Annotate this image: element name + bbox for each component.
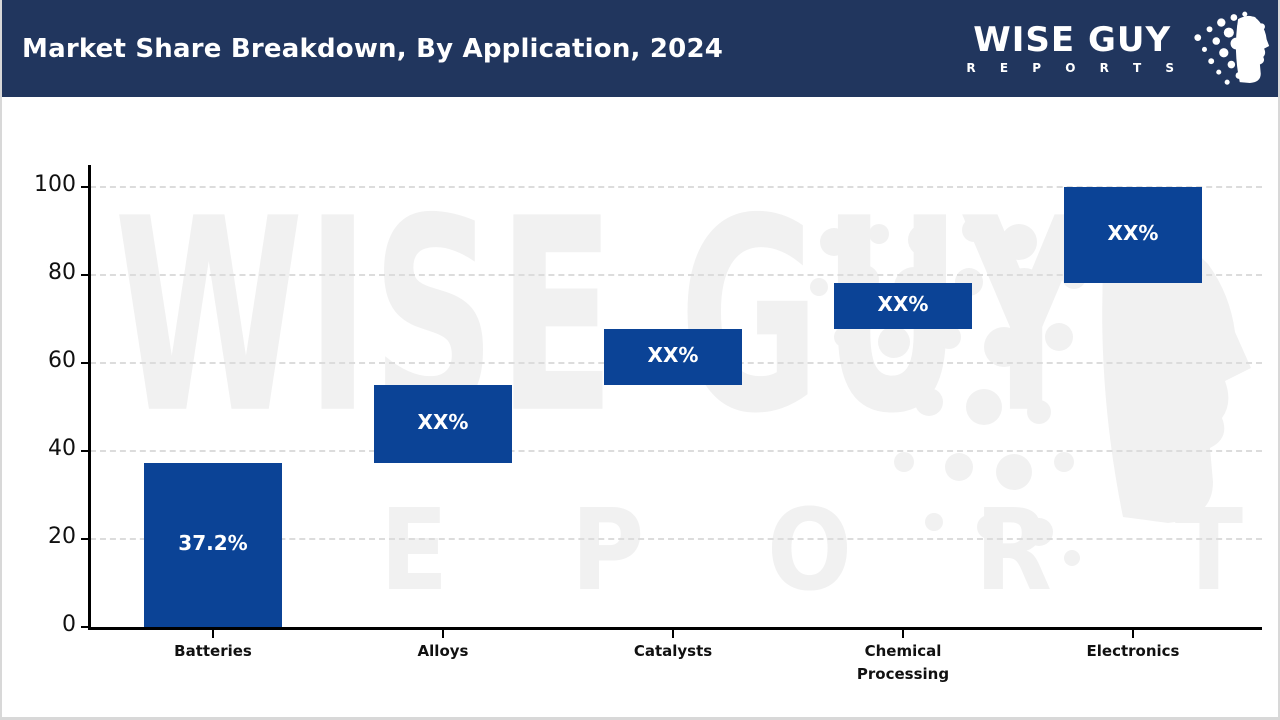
- y-axis-line: [88, 165, 91, 630]
- bar-value-label: XX%: [1107, 220, 1159, 245]
- watermark-dot: [1001, 224, 1037, 260]
- y-tick-mark: [81, 626, 90, 628]
- watermark-dot: [1045, 323, 1073, 351]
- bar: [834, 282, 972, 330]
- brand-name: WISE GUY: [973, 20, 1172, 60]
- y-tick-label: 80: [48, 260, 76, 285]
- x-tick-mark: [1132, 629, 1134, 638]
- x-tick-label: Chemical Processing: [856, 642, 950, 683]
- grid-line: [90, 538, 1262, 540]
- page-title: Market Share Breakdown, By Application, …: [22, 33, 724, 64]
- x-tick-label: Catalysts: [633, 642, 713, 660]
- brand-subname: R E P O R T S: [966, 61, 1184, 75]
- bar-value-label: XX%: [647, 343, 699, 368]
- brand-logo-text: WISE GUY R E P O R T S: [960, 23, 1184, 74]
- watermark-dot: [996, 454, 1032, 490]
- y-tick-mark: [81, 186, 90, 188]
- watermark-dot: [1027, 400, 1051, 424]
- watermark-dot: [810, 278, 828, 296]
- y-tick-label: 0: [62, 612, 76, 637]
- bar-value-label: 37.2%: [178, 531, 248, 556]
- y-tick-mark: [81, 362, 90, 364]
- header-bar: Market Share Breakdown, By Application, …: [2, 0, 1278, 97]
- watermark-reports-text: R E P O R T S: [180, 484, 1280, 617]
- y-tick-label: 60: [48, 348, 76, 373]
- watermark-dot: [925, 513, 943, 531]
- x-tick-mark: [212, 629, 214, 638]
- bar-value-label: XX%: [417, 410, 469, 435]
- grid-line: [90, 274, 1262, 276]
- x-tick-mark: [902, 629, 904, 638]
- y-tick-label: 40: [48, 436, 76, 461]
- watermark-dot: [869, 224, 889, 244]
- watermark-dot: [878, 326, 910, 358]
- bar: [604, 329, 742, 385]
- brand-logo: WISE GUY R E P O R T S: [960, 5, 1270, 93]
- y-tick-label: 100: [34, 172, 76, 197]
- y-tick-label: 20: [48, 524, 76, 549]
- watermark-dot: [984, 327, 1024, 367]
- bar: [1064, 187, 1202, 283]
- watermark-dot: [1064, 550, 1080, 566]
- grid-line: [90, 186, 1262, 188]
- brand-face-dots-icon: [1194, 11, 1270, 85]
- y-tick-mark: [81, 538, 90, 540]
- x-axis-line: [88, 627, 1262, 630]
- watermark-dot: [865, 388, 883, 406]
- x-tick-label: Electronics: [1086, 642, 1180, 660]
- watermark-dot: [908, 224, 940, 256]
- watermark-dot: [966, 389, 1002, 425]
- y-tick-mark: [81, 450, 90, 452]
- watermark-dot: [834, 327, 854, 347]
- watermark-dot: [915, 388, 943, 416]
- watermark-dot: [977, 515, 1001, 539]
- bar: [374, 385, 512, 464]
- watermark-dot: [962, 218, 986, 242]
- grid-line: [90, 450, 1262, 452]
- watermark-dot: [937, 325, 961, 349]
- x-tick-label: Alloys: [417, 642, 469, 660]
- bar: [144, 463, 282, 627]
- watermark-dot: [820, 228, 848, 256]
- watermark-dot: [945, 453, 973, 481]
- x-tick-mark: [442, 629, 444, 638]
- watermark-dot: [1002, 268, 1046, 312]
- x-tick-label: Batteries: [174, 642, 252, 660]
- y-tick-mark: [81, 274, 90, 276]
- watermark-dot: [894, 452, 914, 472]
- watermark-dot: [1054, 452, 1074, 472]
- bar-value-label: XX%: [877, 292, 929, 317]
- x-tick-mark: [672, 629, 674, 638]
